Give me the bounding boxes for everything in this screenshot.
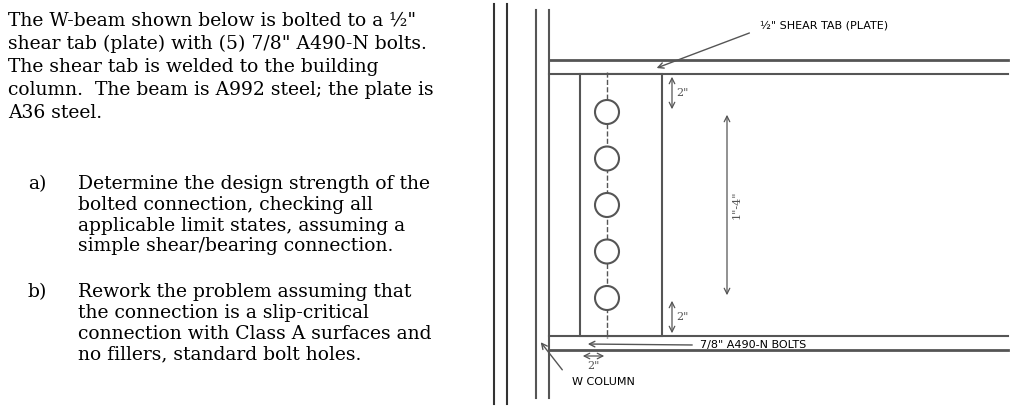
- Circle shape: [595, 193, 619, 217]
- Text: 2": 2": [676, 88, 688, 98]
- Circle shape: [595, 100, 619, 124]
- Text: Determine the design strength of the
bolted connection, checking all
applicable : Determine the design strength of the bol…: [78, 175, 430, 255]
- Text: 7/8" A490-N BOLTS: 7/8" A490-N BOLTS: [700, 340, 806, 350]
- Text: Rework the problem assuming that
the connection is a slip-critical
connection wi: Rework the problem assuming that the con…: [78, 283, 431, 364]
- Text: b): b): [28, 283, 48, 301]
- Text: shear tab (plate) with (5) 7/8" A490-N bolts.: shear tab (plate) with (5) 7/8" A490-N b…: [8, 35, 427, 53]
- Circle shape: [595, 146, 619, 171]
- Circle shape: [595, 286, 619, 310]
- Text: The W-beam shown below is bolted to a ½": The W-beam shown below is bolted to a ½": [8, 12, 416, 30]
- Text: 1"-4": 1"-4": [732, 191, 742, 219]
- Bar: [580, 74, 662, 336]
- Text: 2": 2": [588, 361, 600, 371]
- Text: The shear tab is welded to the building: The shear tab is welded to the building: [8, 58, 379, 76]
- Text: A36 steel.: A36 steel.: [8, 104, 103, 122]
- Text: W COLUMN: W COLUMN: [572, 377, 635, 387]
- Circle shape: [595, 239, 619, 264]
- Text: a): a): [28, 175, 47, 193]
- Text: ½" SHEAR TAB (PLATE): ½" SHEAR TAB (PLATE): [760, 20, 888, 30]
- Text: 2": 2": [676, 312, 688, 322]
- Text: column.  The beam is A992 steel; the plate is: column. The beam is A992 steel; the plat…: [8, 81, 433, 99]
